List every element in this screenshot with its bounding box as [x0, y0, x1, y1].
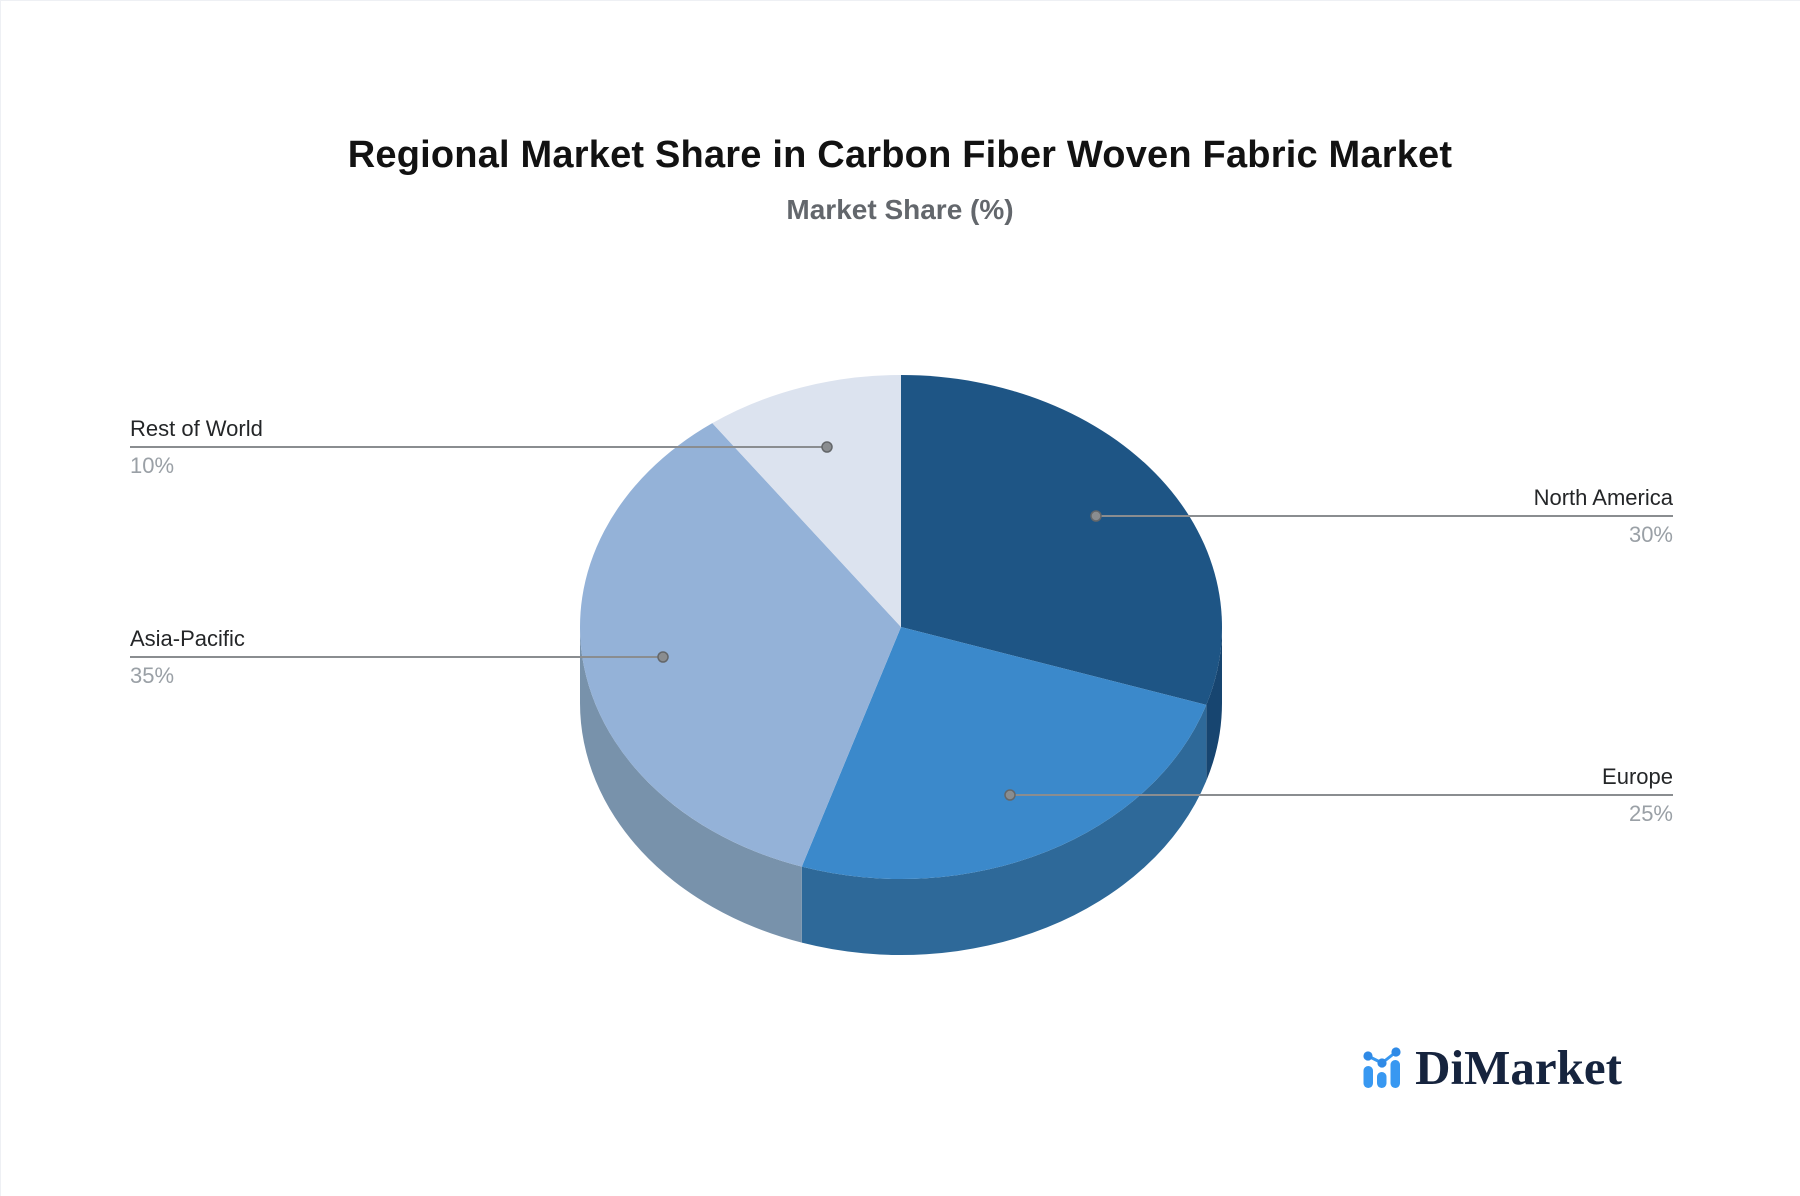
pie-slice-north-america[interactable]: [901, 375, 1222, 705]
dimarket-logo: DiMarket: [1359, 1042, 1622, 1094]
bar-chart-trend-icon: [1363, 1047, 1401, 1088]
pie-slice-europe[interactable]: [801, 627, 1207, 879]
leader-dot-asia-pacific: [657, 651, 669, 663]
leader-dot-europe: [1004, 789, 1016, 801]
pie-slice-rest-of-world[interactable]: [712, 375, 901, 627]
pie-slice-asia-pacific[interactable]: [579, 423, 901, 867]
pie-slice-side-europe: [801, 704, 1207, 955]
leader-dot-north-america: [1090, 510, 1102, 522]
pie-slice-side-north-america: [1206, 627, 1222, 781]
leader-dot-rest-of-world: [821, 441, 833, 453]
chart-subtitle: Market Share (%): [786, 194, 1014, 225]
chart-title: Regional Market Share in Carbon Fiber Wo…: [347, 134, 1453, 176]
dimarket-logo-text: DiMarket: [1415, 1040, 1622, 1095]
pie-slice-side-asia-pacific: [580, 627, 802, 943]
